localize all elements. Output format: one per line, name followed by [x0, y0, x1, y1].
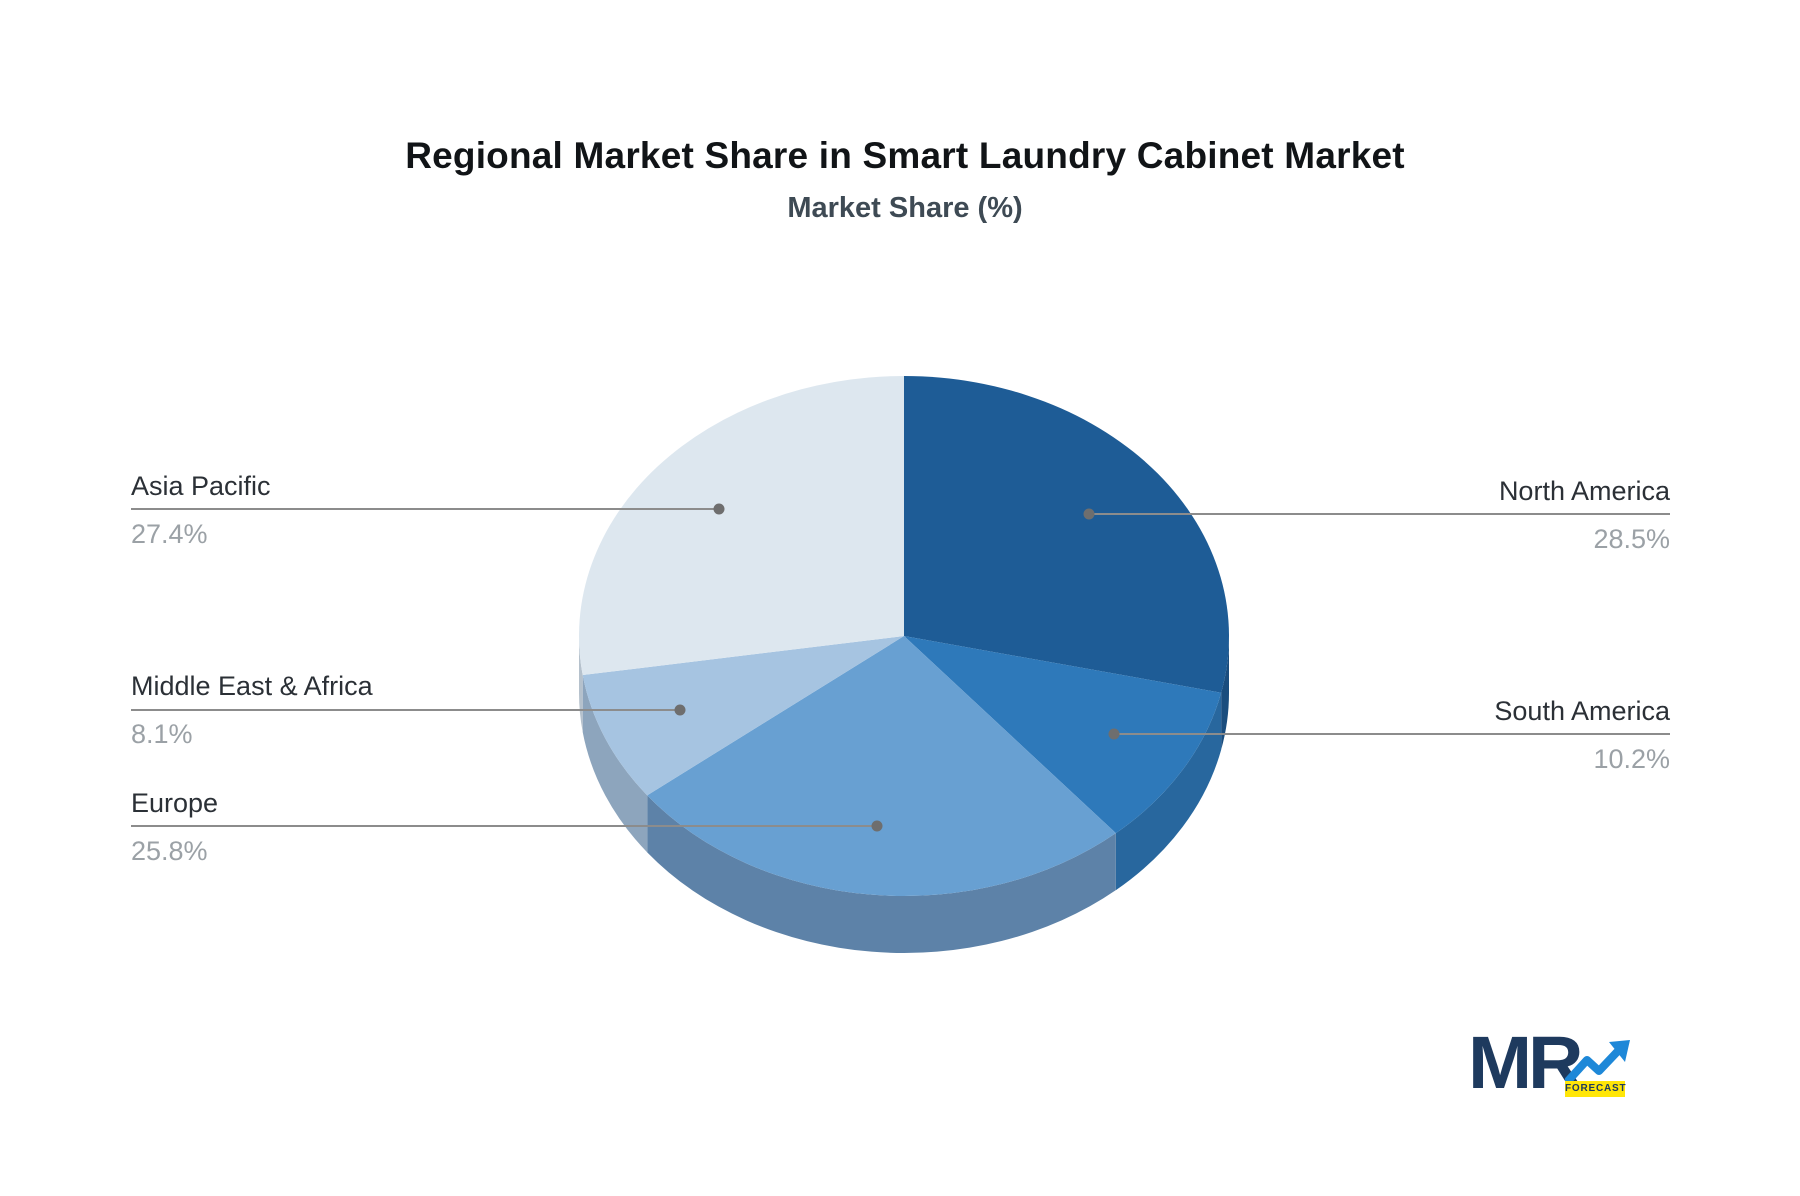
pie-slice-north-america[interactable] [904, 375, 1230, 693]
mr-forecast-logo: MR FORECAST [1468, 1026, 1638, 1106]
callout-value: 8.1% [131, 719, 193, 749]
callout-value: 25.8% [131, 836, 208, 866]
trend-arrow-icon [1565, 1040, 1630, 1086]
leader-dot-south-america [1108, 728, 1120, 740]
leader-dot-europe [871, 820, 883, 832]
callout-value: 28.5% [1593, 524, 1670, 554]
callout-value: 10.2% [1593, 744, 1670, 774]
leader-dot-middle-east-africa [674, 704, 686, 716]
pie-slice-asia-pacific[interactable] [579, 376, 904, 676]
logo-text: MR [1468, 1021, 1584, 1104]
leader-dot-asia-pacific [713, 503, 725, 515]
pie-slice-europe[interactable] [647, 636, 1116, 896]
callout-label: Middle East & Africa [131, 671, 373, 701]
pie-slice-side-middle-east-africa [582, 675, 648, 853]
pie-slice-side-south-america [1115, 692, 1222, 891]
callout-value: 27.4% [131, 519, 208, 549]
logo-badge: FORECAST [1565, 1081, 1626, 1097]
pie-slice-side-north-america [1221, 636, 1229, 750]
pie-slice-middle-east-africa[interactable] [582, 636, 904, 796]
leader-dot-north-america [1083, 508, 1095, 520]
pie-slice-side-asia-pacific [579, 636, 583, 733]
pie-slice-side-europe [647, 795, 1116, 953]
chart-title: Regional Market Share in Smart Laundry C… [405, 135, 1405, 176]
callout-label: North America [1498, 476, 1670, 506]
callout-label: South America [1494, 696, 1670, 726]
callout-label: Europe [131, 788, 219, 818]
chart-subtitle: Market Share (%) [787, 192, 1023, 224]
callout-label: Asia Pacific [131, 471, 271, 501]
pie-slice-south-america[interactable] [904, 636, 1222, 834]
